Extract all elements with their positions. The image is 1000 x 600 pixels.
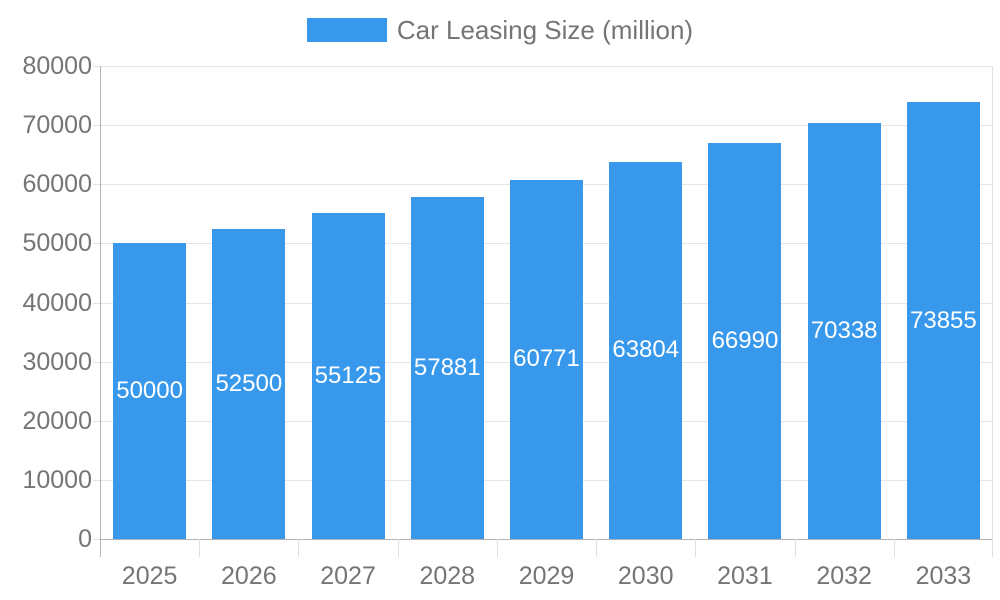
y-gridline <box>100 125 993 127</box>
y-tick-label: 10000 <box>22 465 92 494</box>
bar <box>410 196 484 539</box>
bar <box>906 102 980 539</box>
x-tick-label: 2032 <box>816 562 872 590</box>
x-tick-label: 2033 <box>915 562 972 590</box>
y-tick-label: 40000 <box>22 288 92 317</box>
y-tick-label: 20000 <box>22 406 92 435</box>
x-boundary-tick <box>496 539 498 557</box>
y-gridline <box>100 66 993 67</box>
x-boundary-tick <box>298 539 300 557</box>
bar-value-label: 52500 <box>215 369 283 397</box>
y-tick <box>93 125 100 127</box>
plot-right-border <box>992 66 993 557</box>
y-tick-label: 80000 <box>22 52 92 80</box>
bar <box>113 243 187 539</box>
bar-value-label: 73855 <box>910 306 977 334</box>
x-tick-label: 2026 <box>221 562 277 590</box>
x-boundary-tick <box>893 539 895 557</box>
bar-value-label: 70338 <box>810 317 878 345</box>
y-tick-label: 0 <box>78 525 92 553</box>
y-tick <box>93 184 100 186</box>
y-tick <box>93 420 100 422</box>
y-tick <box>93 539 100 540</box>
bar <box>510 179 583 539</box>
legend: Car Leasing Size (million) <box>0 14 1000 46</box>
x-boundary-tick <box>397 539 399 557</box>
x-boundary-tick <box>794 539 796 557</box>
y-tick <box>93 66 100 67</box>
y-tick <box>93 361 100 363</box>
y-tick <box>93 479 100 481</box>
legend-swatch <box>306 18 387 42</box>
bar-value-label: 60771 <box>513 345 580 373</box>
bar-value-label: 55125 <box>314 362 382 390</box>
legend-label: Car Leasing Size (million) <box>396 15 694 45</box>
bar-value-label: 57881 <box>413 353 481 381</box>
y-tick-label: 30000 <box>22 347 92 376</box>
x-axis-baseline <box>100 539 993 540</box>
bar <box>609 161 683 539</box>
y-tick <box>93 243 100 245</box>
bar-value-label: 50000 <box>116 377 183 405</box>
x-boundary-tick <box>695 539 697 557</box>
y-tick-label: 60000 <box>22 170 92 199</box>
x-boundary-tick <box>596 539 598 557</box>
x-tick-label: 2030 <box>617 562 674 590</box>
x-boundary-tick <box>199 539 201 557</box>
bar-value-label: 63804 <box>612 336 680 364</box>
x-tick-label: 2028 <box>419 562 476 590</box>
bar <box>708 142 782 539</box>
x-tick-label: 2029 <box>518 562 575 590</box>
bar <box>311 213 385 539</box>
x-tick-label: 2031 <box>717 562 773 590</box>
bar <box>807 123 881 539</box>
y-axis-line <box>100 66 101 557</box>
bar <box>212 228 286 539</box>
y-tick-label: 50000 <box>22 229 92 258</box>
bar-value-label: 66990 <box>711 326 779 354</box>
x-tick-label: 2027 <box>320 562 376 590</box>
y-tick <box>93 302 100 304</box>
x-tick-label: 2025 <box>121 562 178 590</box>
y-tick-label: 70000 <box>22 111 92 140</box>
